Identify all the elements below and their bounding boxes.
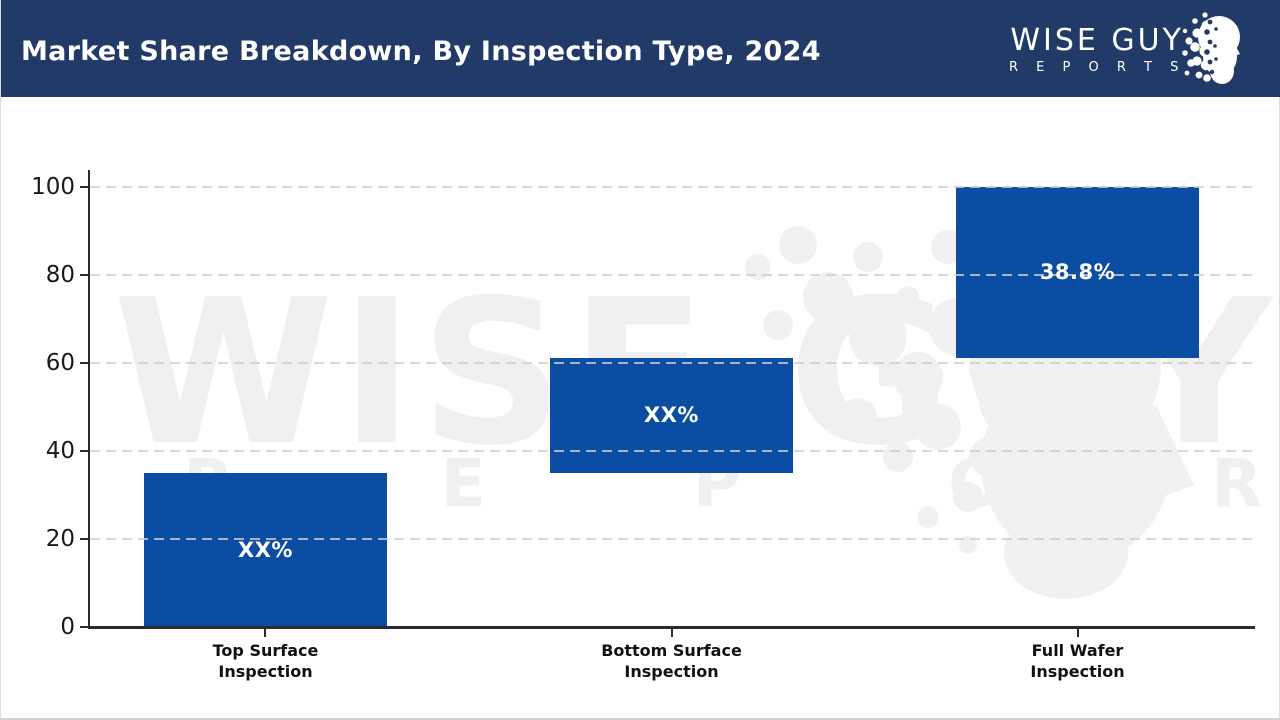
y-tick-label-60: 60 <box>45 350 75 376</box>
logo-subtext: R E P O R T S <box>1009 60 1186 75</box>
gridline-40 <box>90 450 1254 452</box>
y-tick-mark <box>80 450 88 452</box>
y-tick-mark <box>80 626 88 628</box>
x-tick-mark <box>671 629 673 637</box>
x-category-label-line2: Inspection <box>218 662 313 681</box>
gridline-100 <box>90 186 1254 188</box>
y-tick-mark <box>80 538 88 540</box>
bar-value-label: XX% <box>238 538 293 562</box>
gridline-60 <box>90 362 1254 364</box>
y-tick-label-20: 20 <box>45 526 75 552</box>
x-category-label-line1: Bottom Surface <box>601 641 742 660</box>
x-category-label-line2: Inspection <box>624 662 719 681</box>
bar-value-label: 38.8% <box>1039 260 1116 285</box>
bar-bottom-surface-inspection <box>550 357 793 473</box>
y-tick-mark <box>80 274 88 276</box>
x-category-label: Bottom Surface Inspection <box>550 640 793 682</box>
header-bar: Market Share Breakdown, By Inspection Ty… <box>1 0 1280 97</box>
x-category-label-line1: Top Surface <box>212 641 319 660</box>
x-axis-line <box>88 626 1255 629</box>
logo-face-icon <box>1182 12 1241 84</box>
x-category-label-line2: Inspection <box>1030 662 1125 681</box>
y-tick-label-40: 40 <box>45 438 75 464</box>
x-category-label: Full Wafer Inspection <box>956 640 1199 682</box>
chart-title: Market Share Breakdown, By Inspection Ty… <box>21 36 821 67</box>
bar-full-wafer-inspection <box>956 187 1199 358</box>
logo-wordmark: WISE GUY <box>1010 23 1184 58</box>
gridline-80 <box>90 274 1254 276</box>
y-tick-label-100: 100 <box>31 174 75 200</box>
y-tick-label-0: 0 <box>60 614 75 640</box>
y-axis-line <box>88 170 90 627</box>
plot-area: WISE GUY R E P O R T S <box>1 97 1280 717</box>
bar-top-surface-inspection <box>144 473 387 627</box>
x-tick-mark <box>1077 629 1079 637</box>
gridline-20 <box>90 538 1254 540</box>
wiseguy-logo: WISE GUY R E P O R T S <box>1009 8 1271 90</box>
logo-wordmark-block: WISE GUY R E P O R T S <box>1009 23 1185 75</box>
y-tick-label-80: 80 <box>45 262 75 288</box>
bar-value-label: XX% <box>644 403 699 428</box>
x-category-label: Top Surface Inspection <box>144 640 387 682</box>
y-tick-mark <box>80 362 88 364</box>
x-category-label-line1: Full Wafer <box>1031 641 1124 660</box>
y-tick-mark <box>80 186 88 188</box>
x-tick-mark <box>264 629 266 637</box>
